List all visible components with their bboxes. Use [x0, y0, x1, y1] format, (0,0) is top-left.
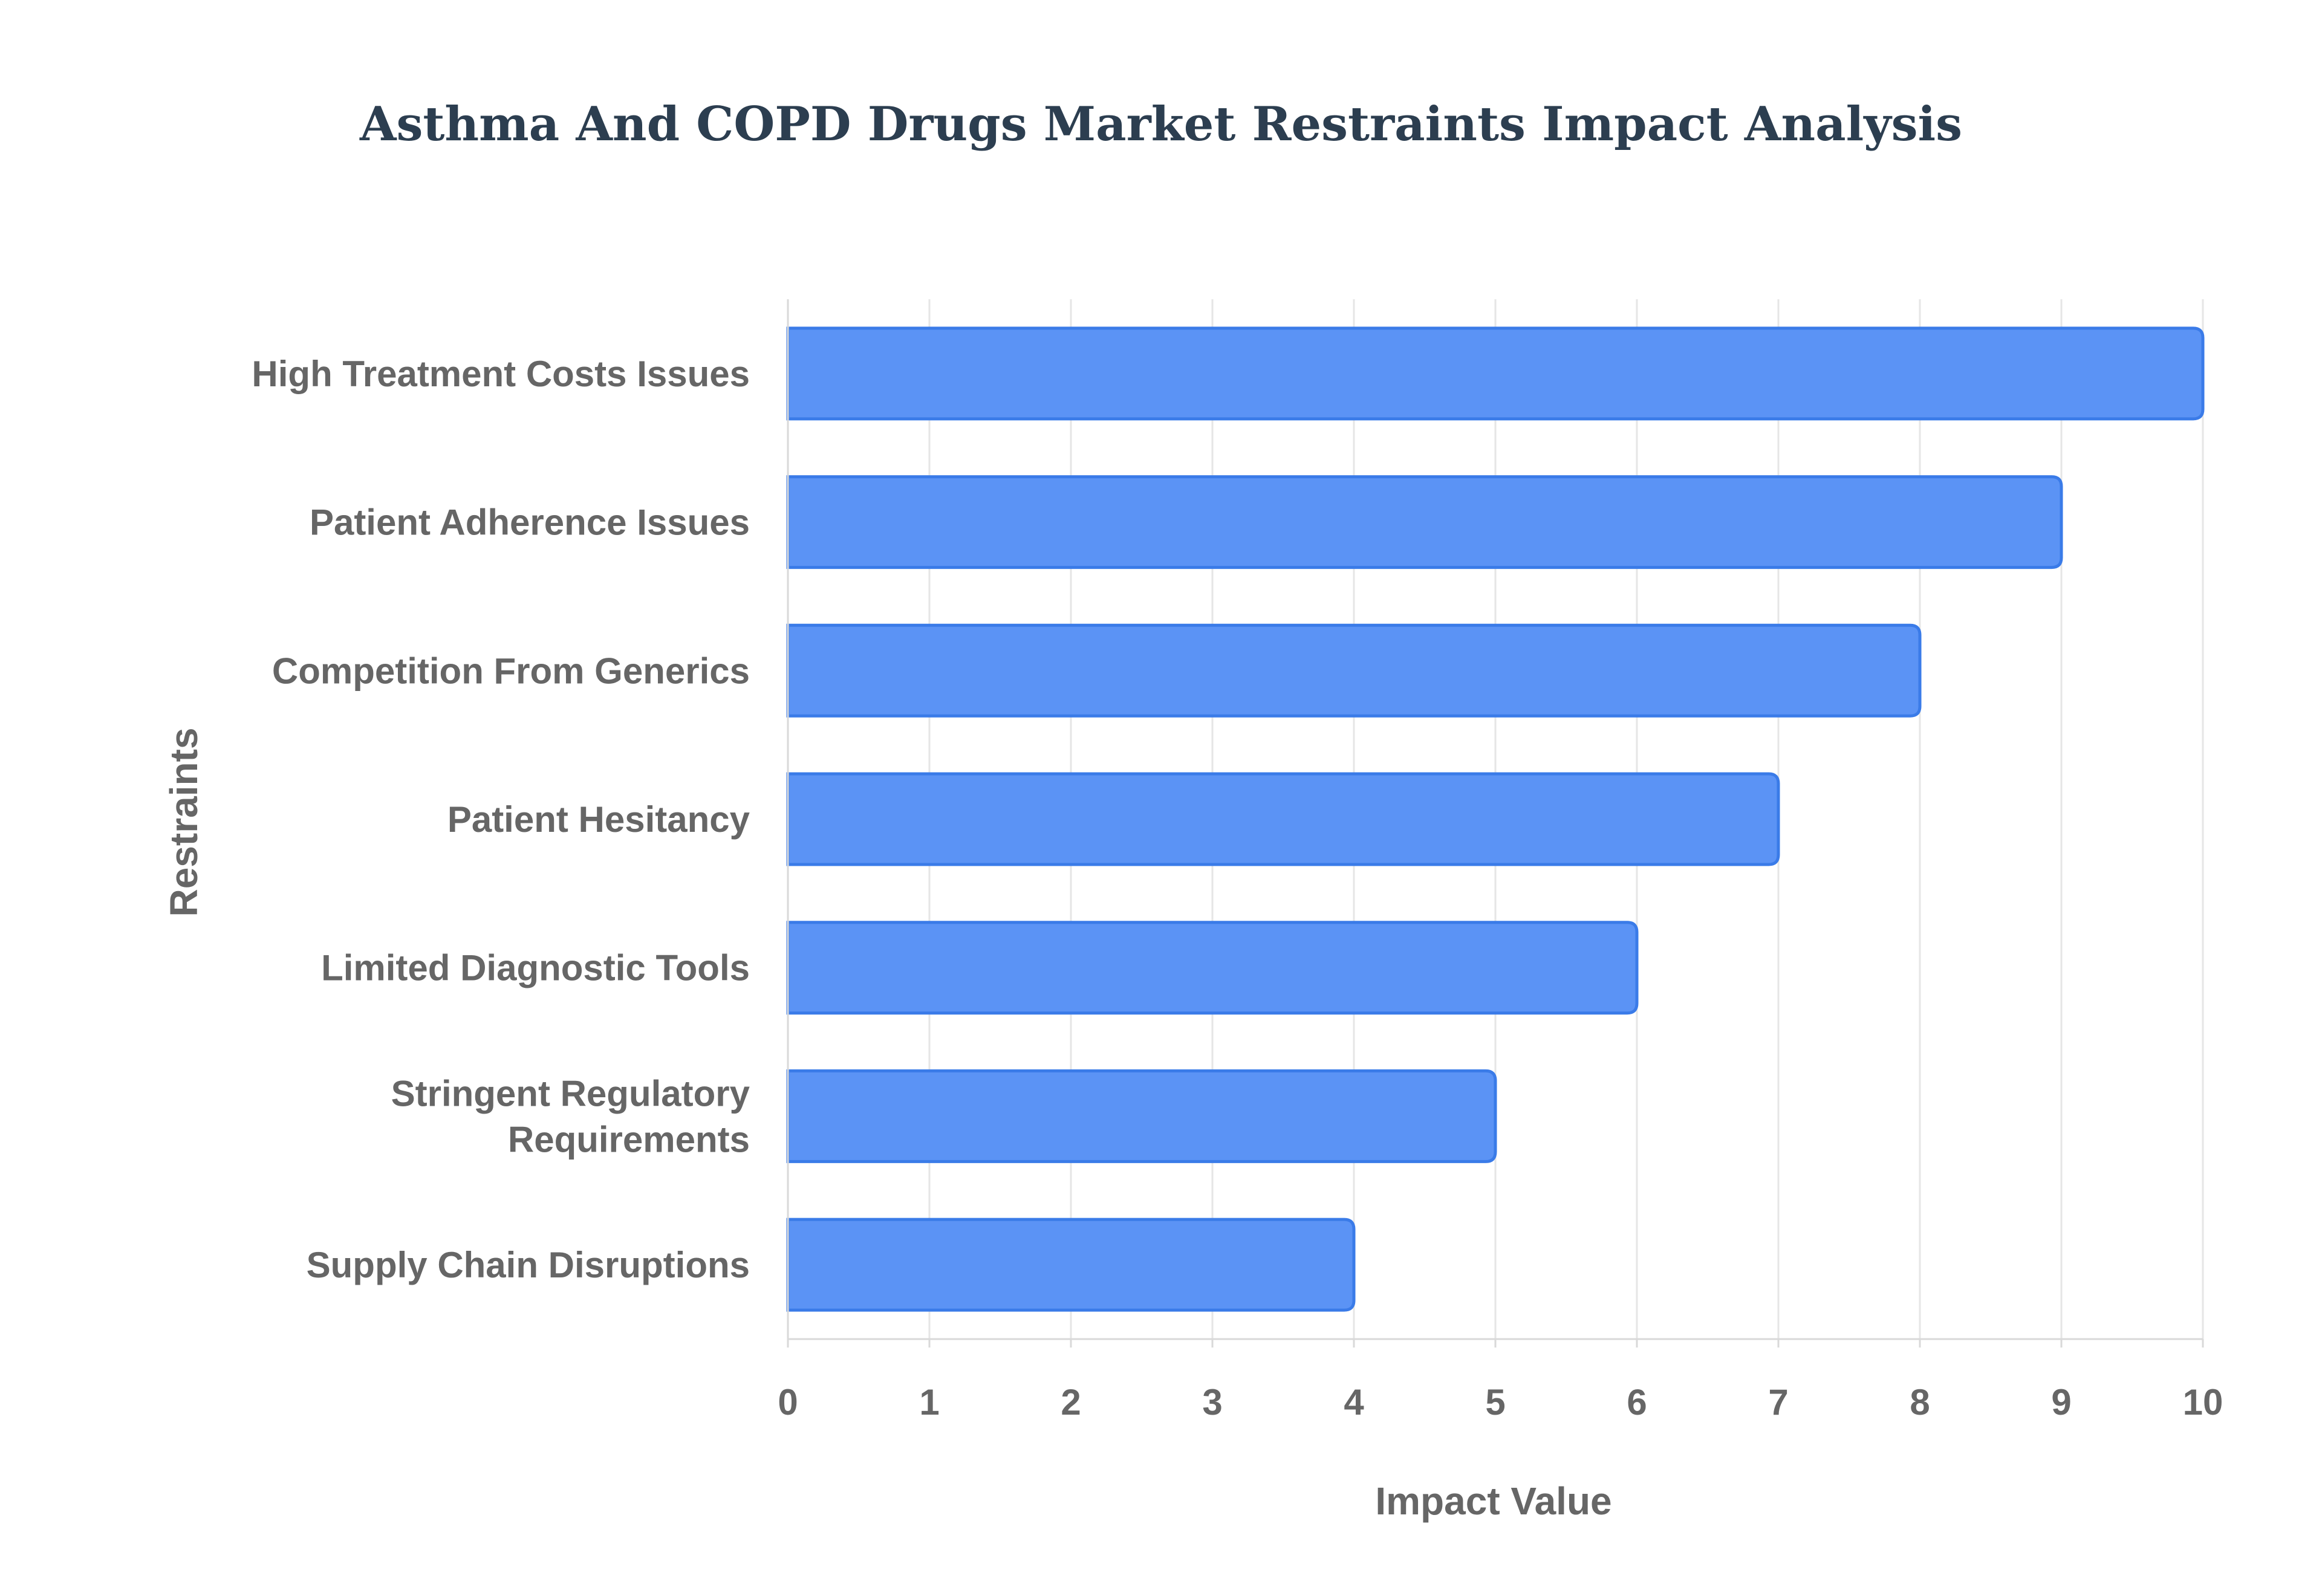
- category-label: Patient Hesitancy: [447, 799, 750, 840]
- bar-7: [786, 1218, 1356, 1312]
- x-tick-label: 0: [778, 1382, 798, 1422]
- category-label: Supply Chain Disruptions: [307, 1245, 750, 1285]
- bar-6: [786, 1069, 1497, 1163]
- category-label: Stringent Regulatory Requirements: [391, 1073, 750, 1160]
- bar-4: [786, 772, 1780, 866]
- category-label: Patient Adherence Issues: [310, 502, 750, 543]
- chart-title: Asthma And COPD Drugs Market Restraints …: [359, 97, 1962, 152]
- x-tick-label: 9: [2051, 1382, 2071, 1422]
- x-axis-title: Impact Value: [1375, 1479, 1611, 1523]
- category-label-line: Patient Hesitancy: [447, 799, 750, 840]
- bars: [786, 326, 2205, 1312]
- category-label-line: Stringent Regulatory: [391, 1073, 750, 1114]
- bar-1: [786, 326, 2205, 421]
- x-tick-labels: 0 1 2 3 4 5 6 7 8 9 10: [778, 1382, 2223, 1422]
- x-tick-label: 8: [1910, 1382, 1930, 1422]
- x-tick-label: 2: [1061, 1382, 1081, 1422]
- category-label-line: High Treatment Costs Issues: [252, 354, 750, 394]
- bar-5: [786, 921, 1639, 1015]
- category-label-line: Competition From Generics: [272, 650, 750, 691]
- x-tick-label: 10: [2183, 1382, 2223, 1422]
- category-label: Competition From Generics: [272, 650, 750, 691]
- x-tick-label: 5: [1485, 1382, 1505, 1422]
- x-tick-label: 4: [1344, 1382, 1364, 1422]
- x-tick-label: 7: [1768, 1382, 1788, 1422]
- bar-2: [786, 475, 2063, 569]
- category-label-line: Requirements: [508, 1119, 750, 1160]
- y-axis-title: Restraints: [162, 728, 206, 917]
- category-label-line: Limited Diagnostic Tools: [321, 948, 750, 988]
- bar-3: [786, 623, 1922, 718]
- category-label: Limited Diagnostic Tools: [321, 948, 750, 988]
- x-tick-label: 6: [1627, 1382, 1647, 1422]
- category-labels: High Treatment Costs Issues Patient Adher…: [252, 354, 750, 1285]
- category-label: High Treatment Costs Issues: [252, 354, 750, 394]
- x-tick-label: 1: [919, 1382, 939, 1422]
- x-tick-label: 3: [1202, 1382, 1222, 1422]
- category-label-line: Patient Adherence Issues: [310, 502, 750, 543]
- axes: [787, 299, 2204, 1348]
- category-label-line: Supply Chain Disruptions: [307, 1245, 750, 1285]
